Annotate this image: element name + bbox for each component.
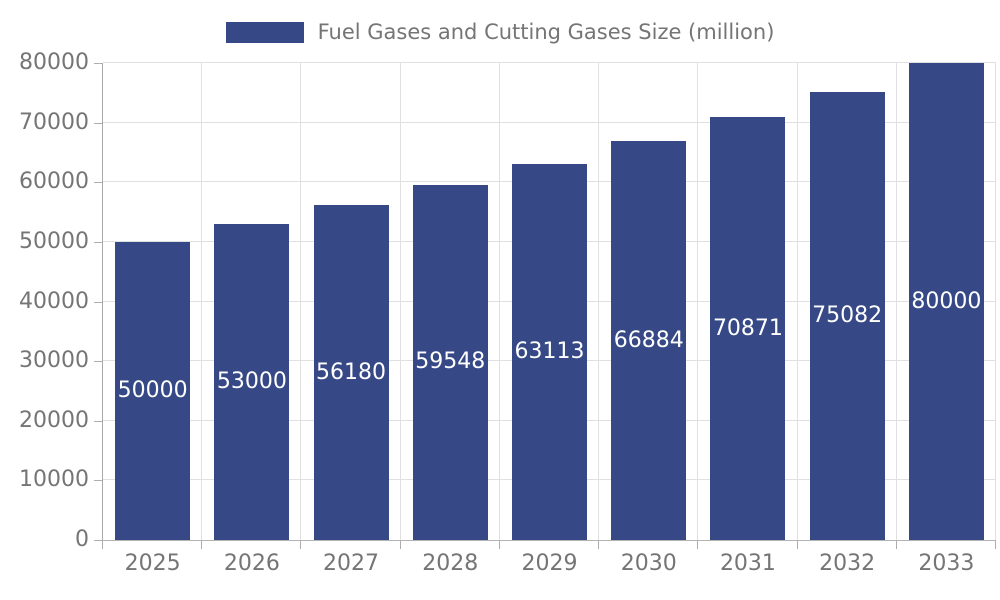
y-tick-label: 60000 [19, 169, 89, 195]
gridline [103, 121, 996, 123]
x-tick-label: 2032 [819, 551, 876, 576]
bar: 63113 [512, 163, 587, 540]
x-axis-tick [796, 541, 798, 549]
x-axis-tick [102, 541, 103, 549]
y-tick-label: 40000 [19, 288, 89, 314]
bar-value-label: 70871 [712, 315, 783, 341]
y-tick-label: 20000 [19, 407, 89, 433]
x-tick-label: 2030 [620, 551, 677, 576]
x-axis-tick [498, 541, 500, 549]
bar: 50000 [115, 241, 191, 540]
bar: 80000 [908, 63, 984, 540]
bar-value-label: 66884 [613, 327, 684, 353]
x-tick-label: 2027 [323, 551, 380, 576]
bar: 59548 [412, 184, 488, 540]
x-tick-label: 2031 [719, 551, 776, 576]
y-axis-tick [94, 420, 102, 422]
bar-value-label: 56180 [316, 359, 387, 385]
bar: 66884 [611, 141, 687, 540]
legend-label[interactable]: Fuel Gases and Cutting Gases Size (milli… [317, 20, 775, 44]
legend-swatch[interactable] [225, 21, 304, 43]
bar: 53000 [214, 224, 290, 540]
y-tick-label: 70000 [19, 109, 89, 135]
gridline [201, 63, 203, 540]
y-axis-tick [94, 361, 102, 363]
bar-value-label: 63113 [514, 338, 585, 364]
gridline [498, 63, 500, 540]
legend: Fuel Gases and Cutting Gases Size (milli… [0, 18, 1000, 46]
x-axis-tick [895, 541, 897, 549]
x-axis-tick [201, 541, 203, 549]
y-tick-label: 10000 [19, 467, 89, 493]
gridline [697, 63, 699, 540]
y-axis-tick [94, 241, 102, 243]
x-axis-tick [598, 541, 600, 549]
gridline [300, 63, 302, 540]
y-tick-label: 80000 [19, 50, 89, 75]
y-axis-tick [94, 480, 102, 482]
bar-value-label: 59548 [415, 349, 486, 375]
y-tick-label: 0 [75, 527, 89, 552]
bar: 75082 [809, 92, 885, 540]
gridline [796, 63, 798, 540]
x-tick-label: 2033 [918, 551, 975, 576]
x-tick-label: 2025 [124, 551, 181, 576]
x-axis-tick [300, 541, 302, 549]
bar-value-label: 80000 [911, 288, 982, 314]
x-tick-label: 2028 [422, 551, 479, 576]
x-axis-tick [697, 541, 699, 549]
x-axis-tick [399, 541, 401, 549]
gridline [103, 62, 996, 63]
y-axis-tick [94, 63, 102, 64]
y-axis-tick [94, 540, 102, 541]
bar-value-label: 75082 [812, 303, 883, 329]
x-tick-label: 2026 [223, 551, 280, 576]
y-tick-label: 30000 [19, 348, 89, 374]
bar: 70871 [710, 117, 786, 540]
gridline [598, 63, 600, 540]
x-axis-tick [995, 541, 996, 549]
bar-value-label: 50000 [117, 377, 188, 403]
bar: 56180 [313, 205, 389, 540]
y-tick-label: 50000 [19, 228, 89, 254]
plot-area: 0 10000 20000 30000 40000 50000 60000 70000 8000… [19, 52, 996, 575]
gridline [895, 63, 897, 540]
y-axis-tick [94, 301, 102, 303]
y-axis-tick [94, 182, 102, 184]
gridline [995, 63, 996, 540]
gridline [399, 63, 401, 540]
y-axis-tick [94, 122, 102, 124]
x-tick-label: 2029 [521, 551, 578, 576]
bar-value-label: 53000 [216, 369, 287, 394]
